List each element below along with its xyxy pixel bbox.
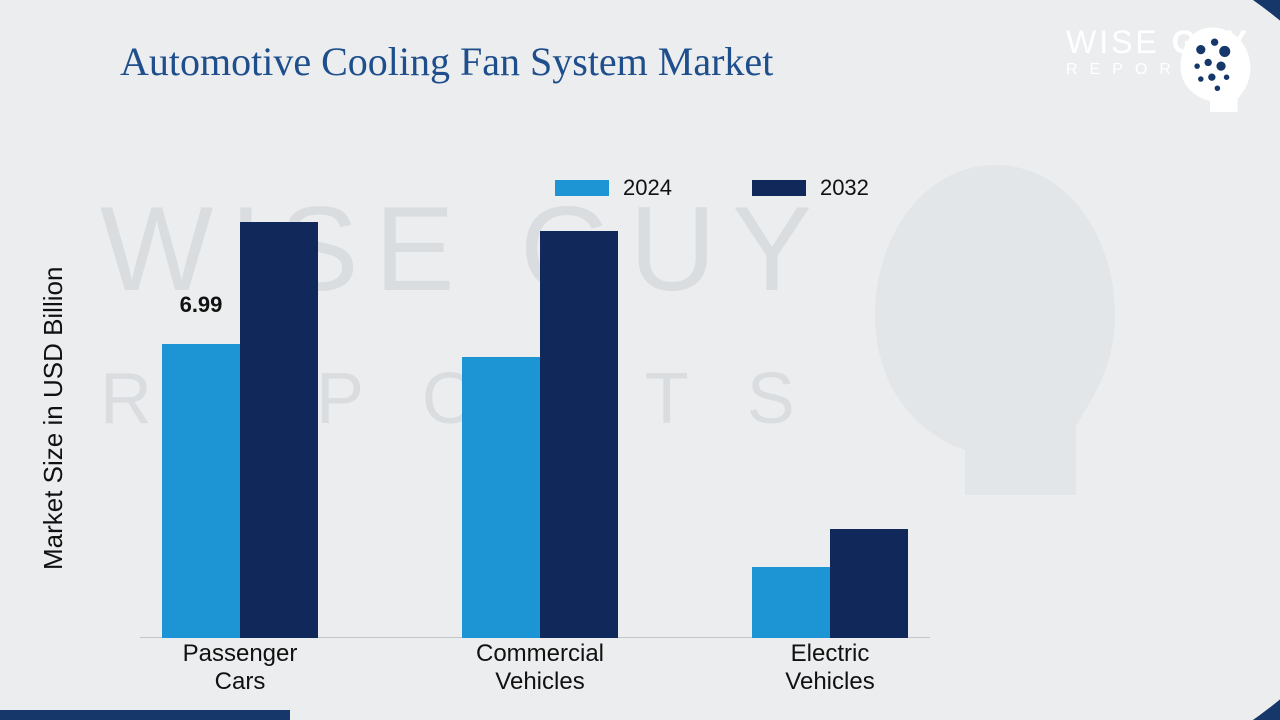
legend-swatch-2024 [555,180,609,196]
category-label: ElectricVehicles [730,640,930,695]
bar-2024 [462,357,540,638]
bar-2032 [830,529,908,638]
legend: 2024 2032 [555,175,869,201]
category-label: PassengerCars [140,640,340,695]
chart-title: Automotive Cooling Fan System Market [120,40,773,84]
brand-logo: WISE GUY REPORTS [1066,26,1250,78]
bar-group [440,218,640,638]
legend-swatch-2032 [752,180,806,196]
chart-canvas: WISE GUY REPORTS WISE GUY REPORTS Automo… [0,0,1280,720]
bottom-accent-strip [0,710,290,720]
brand-head-icon [1164,22,1256,114]
legend-label-2024: 2024 [623,175,672,201]
plot-area: 6.99 [140,218,930,638]
y-axis-label: Market Size in USD Billion [38,267,69,570]
legend-item-2032: 2032 [752,175,869,201]
bar-2024 [752,567,830,638]
bar-group: 6.99 [140,218,340,638]
brand-word-wise: WISE [1066,24,1160,60]
bar-value-label: 6.99 [180,292,223,318]
legend-item-2024: 2024 [555,175,672,201]
bar-2032 [240,222,318,638]
bar-2024 [162,344,240,638]
legend-label-2032: 2032 [820,175,869,201]
category-label: CommercialVehicles [440,640,640,695]
bar-2032 [540,231,618,638]
bar-group [730,218,930,638]
